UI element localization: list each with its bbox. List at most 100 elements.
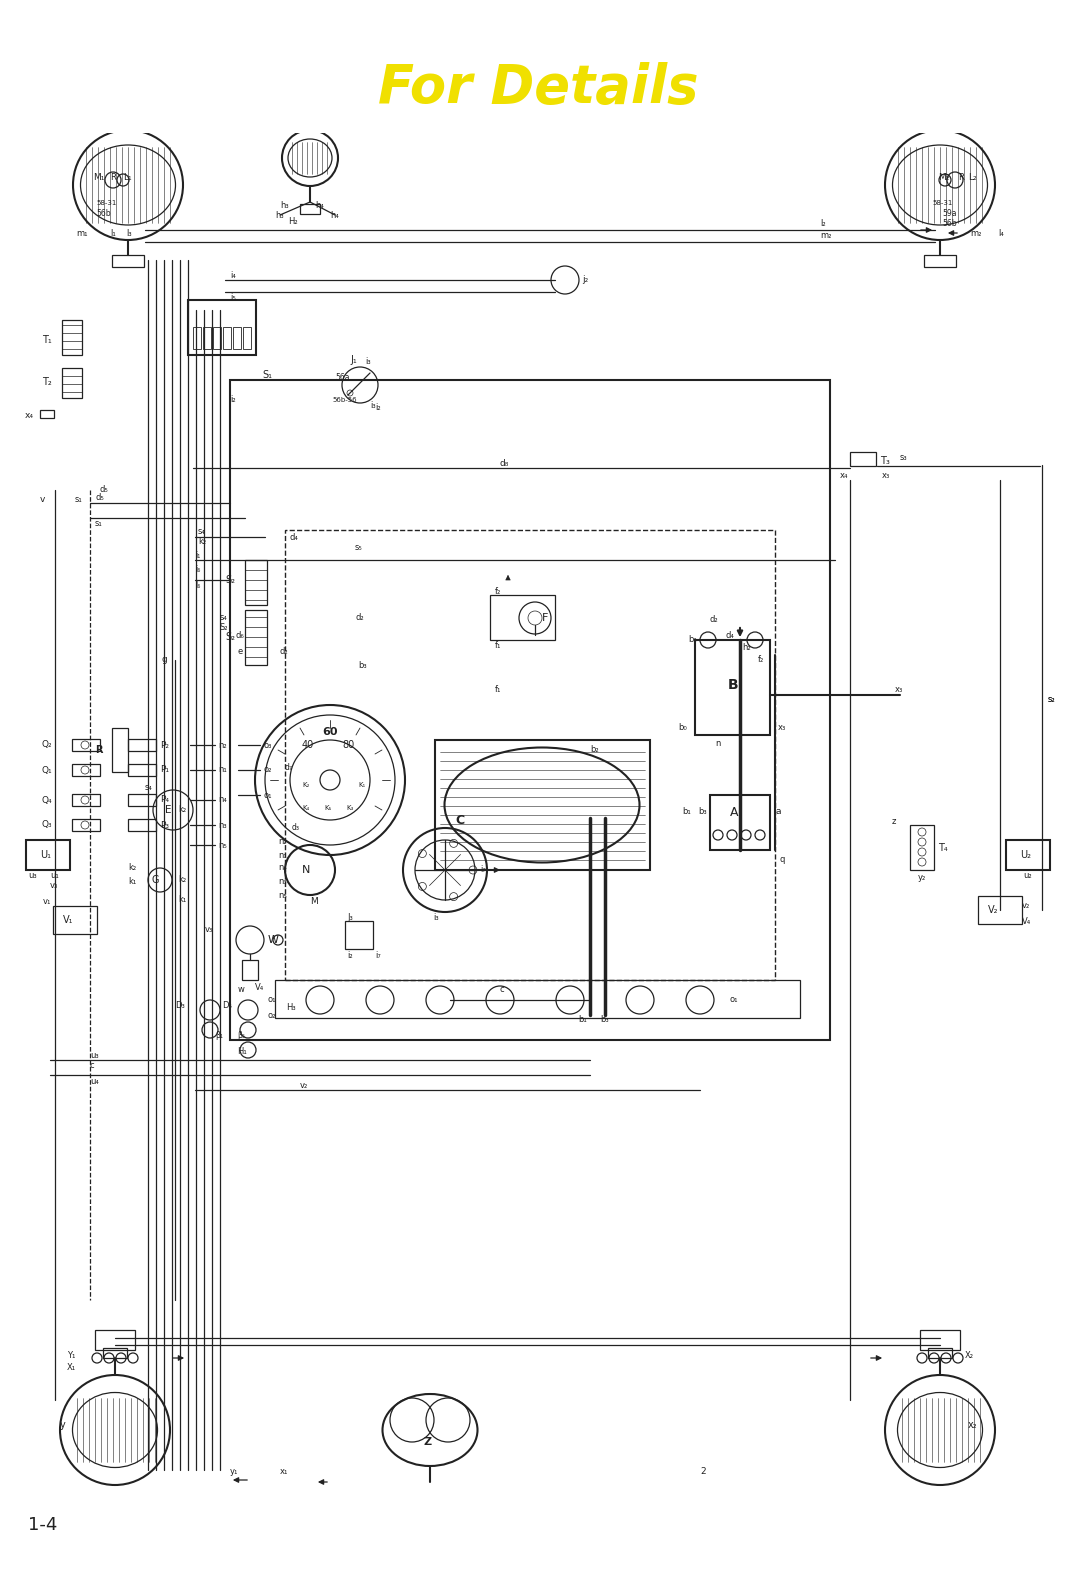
Text: o₂: o₂	[268, 1010, 277, 1020]
Text: m₂: m₂	[970, 229, 981, 237]
Text: m₂: m₂	[820, 232, 831, 240]
Text: k₂: k₂	[128, 863, 136, 872]
Text: b₁: b₁	[578, 1015, 587, 1025]
Text: b₂: b₂	[590, 745, 599, 755]
Text: h₃: h₃	[280, 201, 289, 210]
Bar	[128, 794, 156, 806]
Text: o₁: o₁	[268, 995, 277, 1004]
Text: g: g	[162, 656, 168, 665]
Text: a: a	[775, 808, 781, 816]
Text: H₂: H₂	[288, 217, 297, 226]
Text: l₆: l₆	[195, 581, 200, 590]
Text: x₄: x₄	[25, 411, 34, 419]
Text: d₄: d₄	[290, 533, 299, 543]
Bar	[300, 204, 320, 213]
Bar	[128, 764, 156, 777]
Text: K₅: K₅	[324, 805, 332, 811]
Text: s₄: s₄	[220, 612, 228, 621]
Text: 40: 40	[302, 741, 314, 750]
Text: b₂: b₂	[688, 635, 697, 645]
Bar	[202, 326, 211, 348]
Bar	[1006, 839, 1050, 869]
Bar	[193, 326, 201, 348]
Bar	[978, 896, 1022, 924]
Bar	[244, 610, 267, 665]
Text: 58-31: 58-31	[96, 199, 116, 206]
Text: G: G	[152, 876, 159, 885]
Bar	[40, 410, 54, 417]
Bar	[285, 530, 775, 981]
Text: w: w	[238, 985, 244, 995]
Text: U₂: U₂	[1020, 850, 1031, 860]
Text: n₅: n₅	[218, 841, 227, 849]
Text: d₂: d₂	[710, 615, 718, 624]
Text: v₂: v₂	[300, 1081, 308, 1089]
Bar	[72, 794, 100, 806]
Text: l₃: l₃	[126, 229, 131, 237]
Text: s₁: s₁	[95, 519, 102, 529]
Text: o₁: o₁	[730, 995, 739, 1004]
Text: h₄: h₄	[330, 210, 339, 220]
Text: x₂: x₂	[968, 1420, 978, 1429]
Text: v₃: v₃	[205, 926, 213, 935]
Bar	[72, 819, 100, 832]
Text: d₆: d₆	[235, 631, 243, 640]
Text: P₁: P₁	[160, 766, 169, 775]
Text: n₂: n₂	[278, 838, 286, 847]
Text: Z: Z	[424, 1437, 432, 1447]
Text: X₁: X₁	[67, 1363, 76, 1373]
Text: i₂: i₂	[230, 395, 236, 405]
Text: β₅: β₅	[237, 1031, 244, 1040]
Text: 2: 2	[700, 1467, 705, 1476]
Text: q: q	[780, 855, 785, 865]
Bar	[243, 326, 251, 348]
Text: M₁: M₁	[93, 173, 104, 182]
Text: y₁: y₁	[230, 1467, 238, 1476]
Text: d₈: d₈	[500, 458, 509, 468]
Text: Y₁: Y₁	[67, 1351, 75, 1359]
Text: β₁: β₁	[215, 1031, 223, 1040]
Text: i₃: i₃	[365, 356, 370, 366]
Bar	[928, 1348, 952, 1359]
Text: n₃: n₃	[278, 877, 286, 886]
Text: b₃: b₃	[358, 661, 366, 670]
Text: i₄: i₄	[230, 270, 236, 279]
Text: A: A	[730, 805, 739, 819]
Text: S₂: S₂	[220, 623, 228, 631]
Text: c: c	[500, 985, 505, 995]
Text: j₂: j₂	[582, 276, 588, 284]
Text: K₁: K₁	[358, 781, 365, 788]
Text: T₁: T₁	[42, 336, 52, 345]
Bar	[695, 640, 770, 734]
Text: i₇: i₇	[480, 866, 486, 874]
Text: n₂: n₂	[218, 741, 226, 750]
Text: K₂: K₂	[302, 781, 309, 788]
Text: h₄: h₄	[314, 201, 324, 210]
Bar	[95, 1331, 135, 1349]
Bar	[72, 764, 100, 777]
Text: f₂: f₂	[495, 587, 501, 596]
Text: b₃: b₃	[600, 1015, 609, 1025]
Text: 1-4: 1-4	[28, 1516, 57, 1534]
Bar	[910, 825, 934, 869]
Text: 56b-56: 56b-56	[332, 397, 356, 403]
Text: T₂: T₂	[42, 377, 52, 388]
Text: C: C	[454, 813, 464, 827]
Text: s₄: s₄	[145, 783, 153, 792]
Bar	[230, 380, 830, 1040]
Text: d₅: d₅	[95, 493, 103, 502]
Text: H₁: H₁	[237, 1048, 247, 1056]
Text: T₃: T₃	[880, 457, 890, 466]
Text: i₃: i₃	[433, 913, 438, 923]
Text: J₃: J₃	[347, 913, 353, 921]
Text: k₂: k₂	[198, 538, 206, 546]
Text: x₃: x₃	[882, 471, 891, 480]
Text: P₃: P₃	[160, 821, 169, 830]
Text: R: R	[959, 173, 964, 182]
Text: 56b: 56b	[96, 209, 111, 218]
Text: d₇: d₇	[285, 764, 293, 772]
Text: Q₁: Q₁	[42, 766, 53, 775]
Text: D₅: D₅	[222, 1001, 232, 1010]
Text: Q₄: Q₄	[42, 795, 53, 805]
Bar	[242, 960, 258, 981]
